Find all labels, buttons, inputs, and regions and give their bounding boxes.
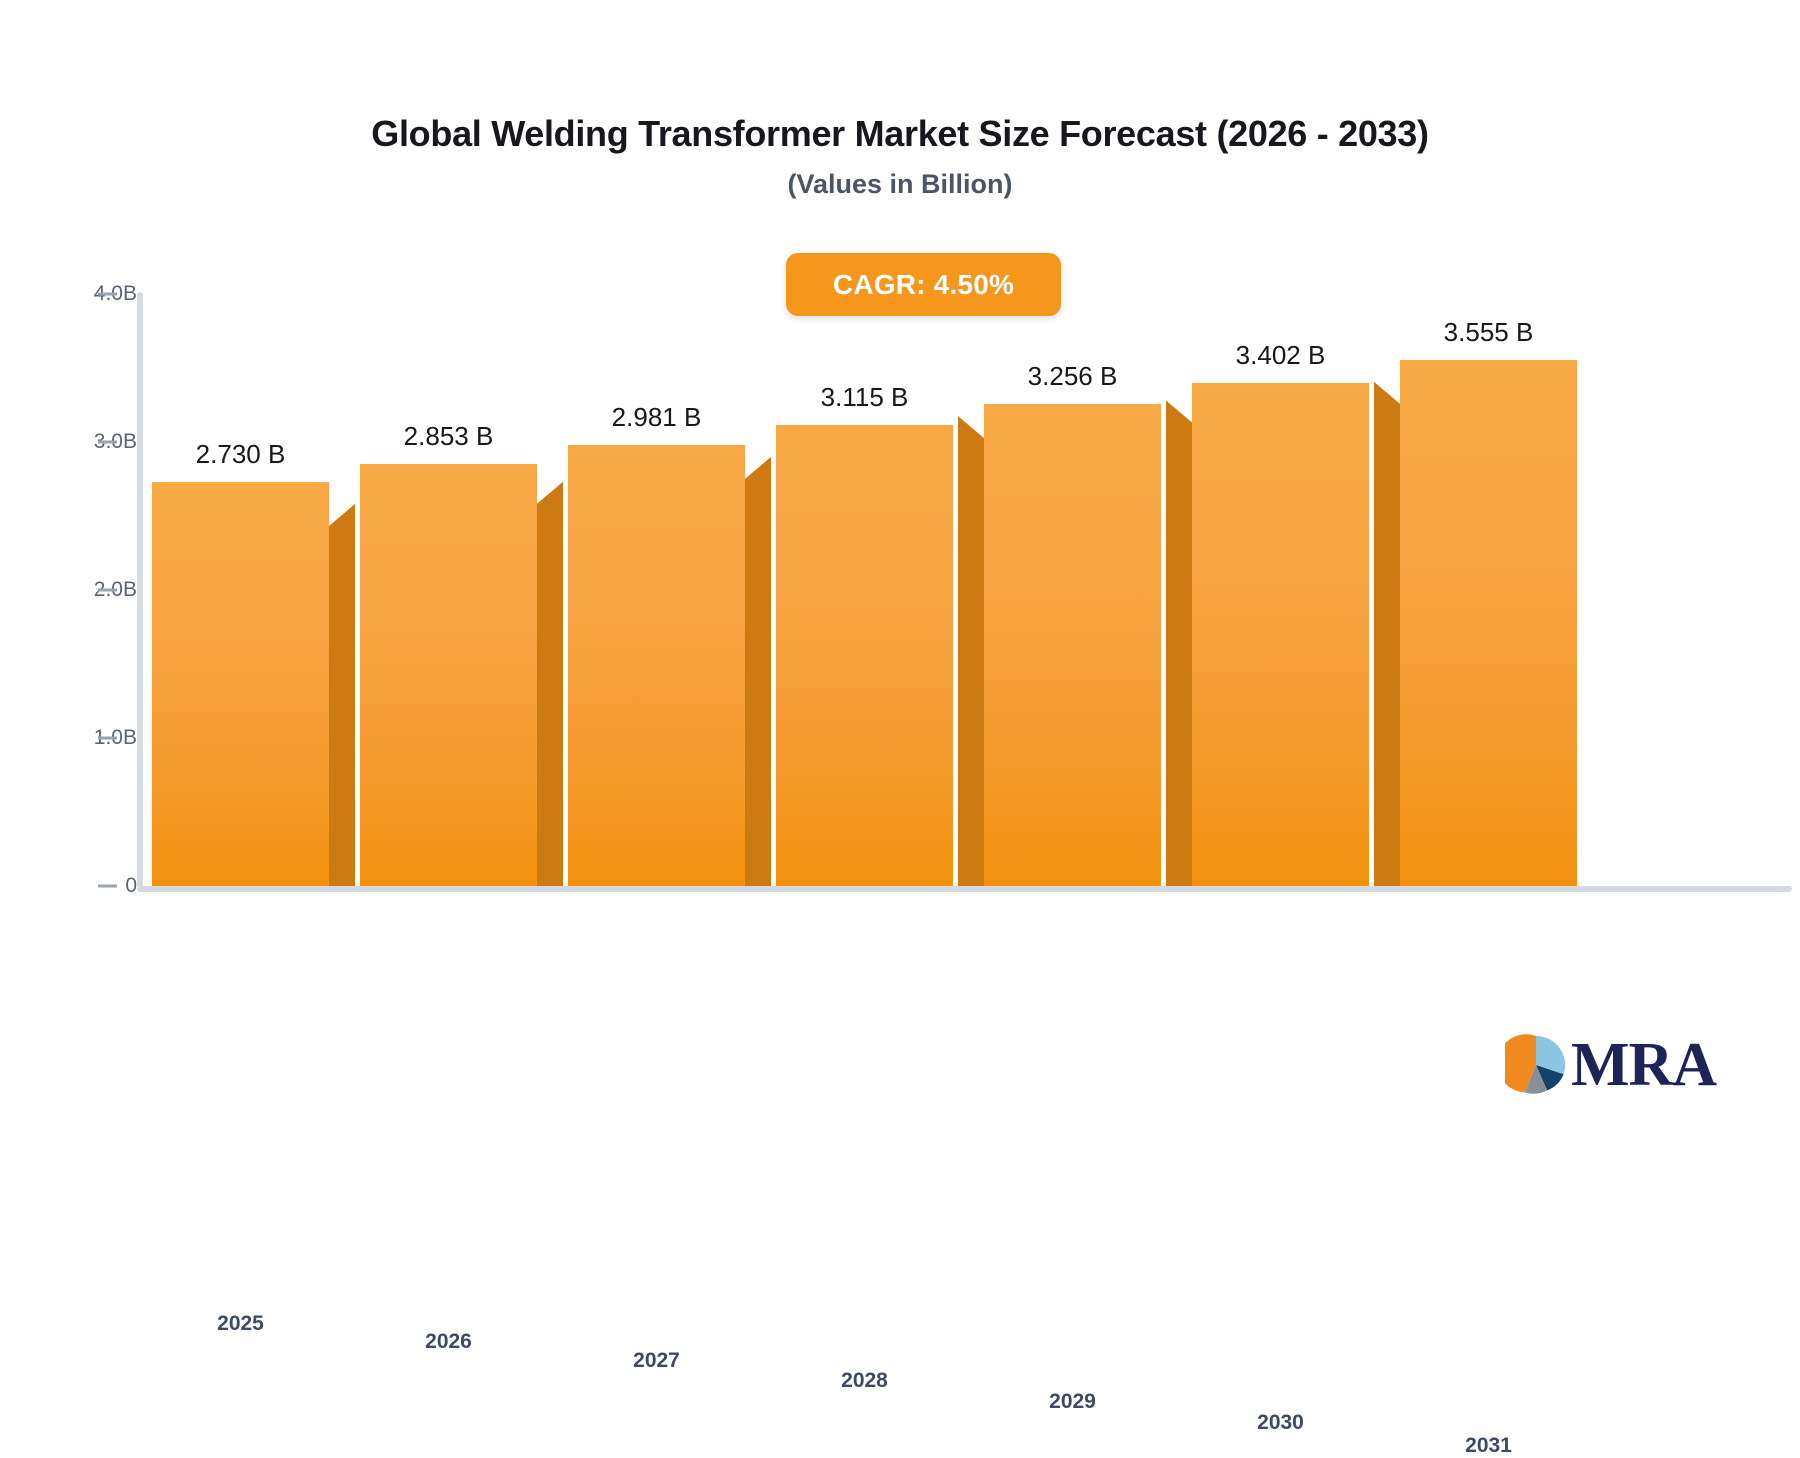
bar-value-label: 3.256 B xyxy=(1027,361,1118,392)
bar-side-face xyxy=(329,503,355,886)
y-axis-tick-label: 3.0B xyxy=(93,430,137,453)
bar-front-face xyxy=(360,463,537,886)
bar-value-label: 2.853 B xyxy=(403,420,494,451)
bar-value-label: 2.730 B xyxy=(195,438,286,469)
bar-front-face xyxy=(776,424,953,886)
bar-front-face xyxy=(1400,359,1577,886)
bar-value-label: 2.981 B xyxy=(611,401,702,432)
y-axis-tick-dash xyxy=(98,884,117,888)
bar-value-label: 3.115 B xyxy=(820,381,909,412)
bar-2025[interactable]: 2.730 B 2025 xyxy=(152,439,355,1335)
x-axis-tick-label: 2030 xyxy=(1257,1411,1304,1435)
pie-chart-icon xyxy=(1505,1034,1566,1094)
y-axis-tick-dash xyxy=(98,736,117,740)
chart-plot-area: 4.0B 3.0B 2.0B 1.0B 0 2.730 B 2025 2.853 B 2026… xyxy=(93,282,1792,1457)
cagr-badge-label: CAGR: 4.50% xyxy=(832,268,1015,300)
bar-front-face xyxy=(1192,382,1369,886)
y-axis-tick-label: 1.0B xyxy=(93,726,137,749)
y-axis-tick-dash xyxy=(98,440,117,444)
logo: MRA xyxy=(1505,1031,1717,1099)
y-axis-tick-dash xyxy=(98,292,117,296)
page-title: Global Welding Transformer Market Size F… xyxy=(371,113,1429,154)
y-axis-tick-dash xyxy=(98,588,117,592)
bar-side-face xyxy=(958,416,984,886)
x-axis-tick-label: 2028 xyxy=(841,1369,888,1393)
bar-front-face xyxy=(984,404,1161,886)
bar-side-face xyxy=(1374,381,1400,886)
bar-2028[interactable]: 3.115 B 2028 xyxy=(776,382,953,1392)
bar-2030[interactable]: 3.402 B 2030 xyxy=(1166,340,1369,1434)
chart-header: Global Welding Transformer Market Size F… xyxy=(0,0,1800,199)
y-axis-tick-label: 0 xyxy=(125,874,137,897)
x-axis-tick-label: 2029 xyxy=(1049,1389,1096,1413)
bar-2031[interactable]: 3.555 B 2031 xyxy=(1374,317,1577,1457)
x-axis-tick-label: 2031 xyxy=(1465,1434,1512,1458)
bar-front-face xyxy=(568,444,745,886)
x-axis-tick-label: 2025 xyxy=(217,1312,264,1336)
x-axis-tick-label: 2026 xyxy=(425,1330,472,1354)
bar-2029[interactable]: 3.256 B 2029 xyxy=(958,361,1161,1413)
bar-value-label: 3.402 B xyxy=(1235,339,1326,370)
y-axis-line xyxy=(137,292,143,888)
x-axis-line xyxy=(137,886,1792,892)
y-axis-tick-label: 4.0B xyxy=(93,282,137,305)
bar-side-face xyxy=(537,481,563,886)
bar-side-face xyxy=(1166,400,1192,886)
bar-2026[interactable]: 2.853 B 2026 xyxy=(360,421,563,1353)
bar-front-face xyxy=(152,481,329,886)
logo-text: MRA xyxy=(1571,1031,1717,1099)
y-axis-tick-label: 2.0B xyxy=(93,578,137,601)
bar-2027[interactable]: 2.981 B 2027 xyxy=(568,402,771,1372)
bar-value-label: 3.555 B xyxy=(1443,316,1534,347)
x-axis-tick-label: 2027 xyxy=(633,1349,680,1373)
chart-subtitle: (Values in Billion) xyxy=(787,168,1013,199)
cagr-badge: CAGR: 4.50% xyxy=(786,253,1061,316)
bar-side-face xyxy=(745,456,771,886)
